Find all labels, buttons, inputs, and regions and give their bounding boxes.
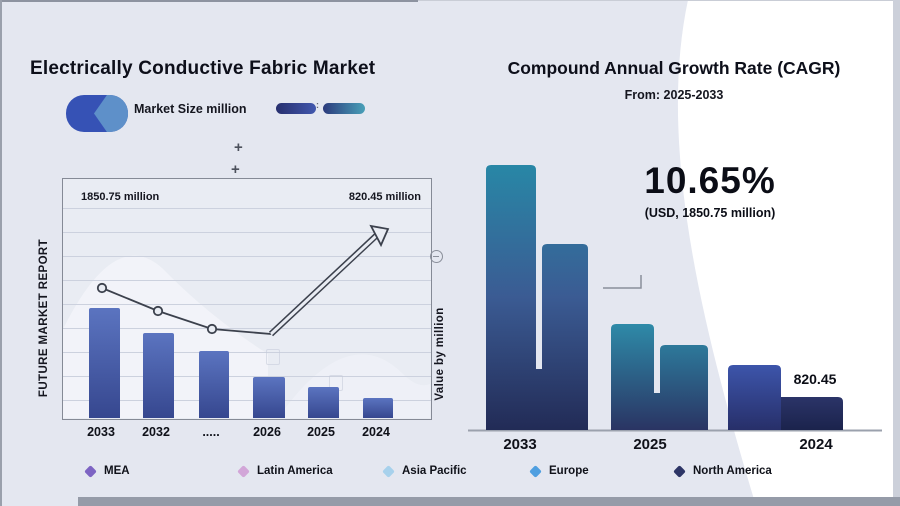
- right-subtitle: From: 2025-2033: [624, 88, 724, 102]
- x-label: .....: [202, 425, 220, 439]
- legend-item-asia-pacific: Asia Pacific: [382, 464, 467, 478]
- legend-label: Latin America: [257, 465, 333, 477]
- bar-dots: [199, 351, 229, 418]
- ratio-separator: :: [316, 100, 319, 110]
- panel-gridlines: [63, 185, 431, 419]
- left-title: Electrically Conductive Fabric Market: [30, 58, 376, 79]
- x-label: 2025: [633, 436, 667, 453]
- legend-label: Europe: [549, 465, 589, 477]
- min-annotation: 820.45 million: [348, 191, 421, 203]
- trend-line-arrow: [96, 224, 390, 337]
- x-label: 2032: [142, 425, 170, 439]
- diamond-icon: [84, 464, 97, 478]
- x-label: 2025: [307, 425, 335, 439]
- legend-item-latin-america: Latin America: [237, 464, 333, 478]
- cagr-value: 10.65%: [644, 160, 776, 201]
- right-chart-annotation: 820.45: [793, 371, 837, 387]
- circle-minus-icon: [430, 250, 443, 263]
- frame-top-line: [0, 0, 900, 1]
- ratio-pill-right: [323, 103, 365, 114]
- ratio-pill-left: [276, 103, 316, 114]
- diamond-icon: [237, 464, 250, 478]
- legend-label: Asia Pacific: [402, 465, 467, 477]
- bar-2026: [253, 377, 285, 418]
- bar-2033: [89, 308, 120, 418]
- bar-2025: [308, 387, 339, 418]
- region-legend: MEA Latin America Asia Pacific Europe No…: [0, 464, 900, 489]
- market-size-chart-panel: 1850.75 million 820.45 million: [62, 178, 432, 420]
- plus-decoration-2: +: [231, 161, 240, 178]
- legend-label: MEA: [104, 465, 130, 477]
- x-label: 2024: [799, 436, 833, 453]
- bar-2032: [143, 333, 174, 418]
- frame-left-line: [0, 0, 2, 506]
- diamond-icon: [529, 464, 542, 478]
- x-label: 2026: [253, 425, 281, 439]
- legend-item-north-america: North America: [673, 464, 772, 478]
- plus-decoration-1: +: [234, 139, 243, 156]
- bar-2024: [363, 398, 393, 418]
- cagr-detail: (USD, 1850.75 million): [644, 206, 776, 220]
- left-chart-x-axis: 2033 2032 ..... 2026 2025 2024: [62, 425, 432, 441]
- x-label: 2033: [503, 436, 537, 453]
- frame-top-accent: [0, 0, 418, 2]
- frame-right-strip: [893, 0, 900, 506]
- diamond-icon: [673, 464, 686, 478]
- legend-item-mea: MEA: [84, 464, 130, 478]
- right-chart-x-axis: 2033 2025 2024: [0, 436, 900, 456]
- series-label: Market Size million: [134, 102, 247, 116]
- legend-item-europe: Europe: [529, 464, 589, 478]
- market-size-icon: [66, 95, 128, 132]
- x-label: 2033: [87, 425, 115, 439]
- x-label: 2024: [362, 425, 390, 439]
- right-title: Compound Annual Growth Rate (CAGR): [507, 58, 841, 78]
- diamond-icon: [382, 464, 395, 478]
- ghost-clipboard-icon: [266, 349, 280, 365]
- frame-bottom-strip: [78, 497, 900, 506]
- legend-label: North America: [693, 465, 772, 477]
- max-annotation: 1850.75 million: [81, 191, 160, 203]
